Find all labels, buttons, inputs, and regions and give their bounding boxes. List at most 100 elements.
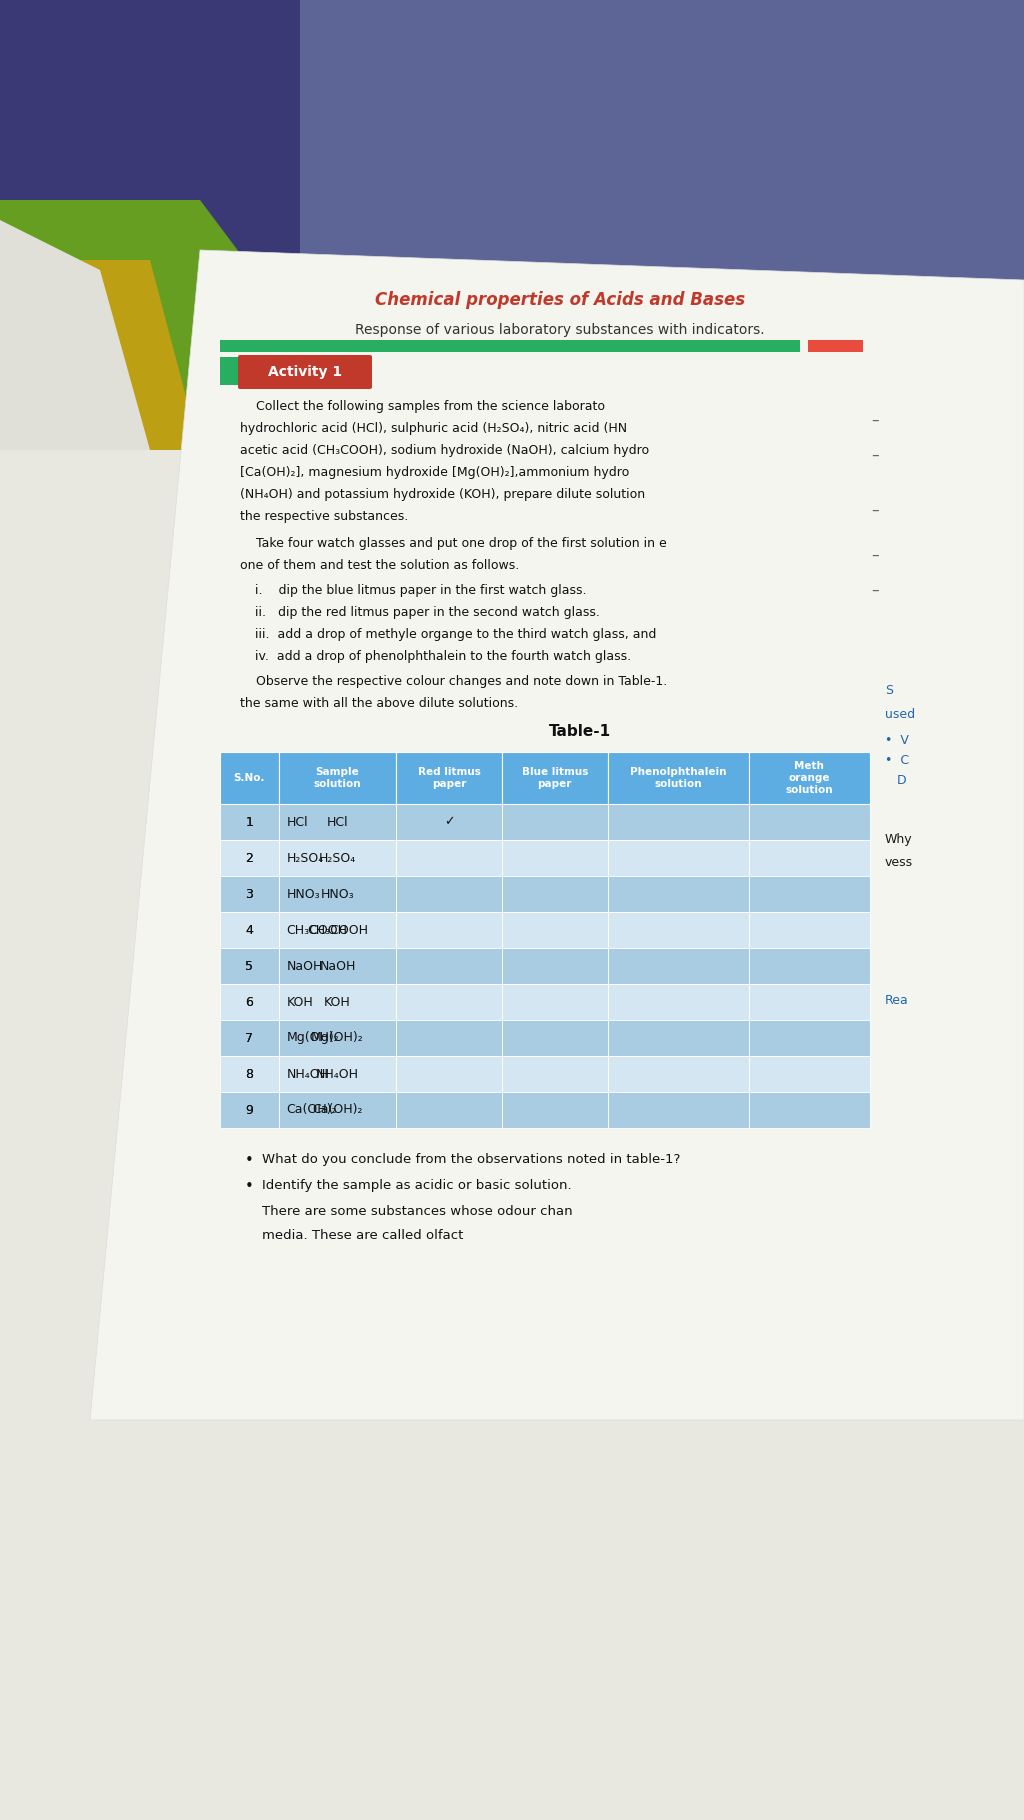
FancyBboxPatch shape <box>396 912 502 948</box>
FancyBboxPatch shape <box>238 355 372 389</box>
Text: NaOH: NaOH <box>287 959 324 972</box>
Text: –: – <box>871 448 879 462</box>
FancyBboxPatch shape <box>749 875 870 912</box>
Text: Why: Why <box>885 834 912 846</box>
FancyBboxPatch shape <box>502 1092 607 1128</box>
Text: media. These are called olfact: media. These are called olfact <box>262 1228 464 1241</box>
FancyBboxPatch shape <box>607 1019 749 1056</box>
Text: acetic acid (CH₃COOH), sodium hydroxide (NaOH), calcium hydro: acetic acid (CH₃COOH), sodium hydroxide … <box>240 444 649 457</box>
Text: 1: 1 <box>246 815 253 828</box>
Text: Table-1: Table-1 <box>549 724 611 739</box>
Text: Activity 1: Activity 1 <box>268 366 342 379</box>
FancyBboxPatch shape <box>396 948 502 985</box>
FancyBboxPatch shape <box>396 875 502 912</box>
FancyBboxPatch shape <box>749 804 870 841</box>
Text: ii.   dip the red litmus paper in the second watch glass.: ii. dip the red litmus paper in the seco… <box>255 606 600 619</box>
Text: H₂SO₄: H₂SO₄ <box>318 852 356 864</box>
Text: –: – <box>871 502 879 517</box>
FancyBboxPatch shape <box>279 804 396 841</box>
Text: –: – <box>871 548 879 562</box>
Text: ✓: ✓ <box>443 815 455 828</box>
FancyBboxPatch shape <box>220 841 279 875</box>
Text: 4: 4 <box>246 923 253 937</box>
FancyBboxPatch shape <box>220 1019 279 1056</box>
Text: 5: 5 <box>246 959 253 972</box>
FancyBboxPatch shape <box>502 985 607 1019</box>
FancyBboxPatch shape <box>607 1056 749 1092</box>
Text: Phenolphthalein
solution: Phenolphthalein solution <box>630 766 726 790</box>
FancyBboxPatch shape <box>607 912 749 948</box>
Text: (NH₄OH) and potassium hydroxide (KOH), prepare dilute solution: (NH₄OH) and potassium hydroxide (KOH), p… <box>240 488 645 501</box>
FancyBboxPatch shape <box>749 1056 870 1092</box>
FancyBboxPatch shape <box>502 875 607 912</box>
Text: 3: 3 <box>246 888 253 901</box>
FancyBboxPatch shape <box>607 841 749 875</box>
Text: Identify the sample as acidic or basic solution.: Identify the sample as acidic or basic s… <box>262 1179 571 1192</box>
Text: Chemical properties of Acids and Bases: Chemical properties of Acids and Bases <box>375 291 745 309</box>
FancyBboxPatch shape <box>279 1092 396 1128</box>
FancyBboxPatch shape <box>220 357 238 386</box>
Polygon shape <box>0 340 60 450</box>
FancyBboxPatch shape <box>502 752 607 804</box>
FancyBboxPatch shape <box>279 1056 396 1092</box>
FancyBboxPatch shape <box>607 1092 749 1128</box>
Text: 8: 8 <box>246 1068 253 1081</box>
Text: What do you conclude from the observations noted in table-1?: What do you conclude from the observatio… <box>262 1154 680 1167</box>
FancyBboxPatch shape <box>749 985 870 1019</box>
FancyBboxPatch shape <box>396 752 502 804</box>
Text: Rea: Rea <box>885 994 908 1006</box>
FancyBboxPatch shape <box>220 948 279 985</box>
Text: i.    dip the blue litmus paper in the first watch glass.: i. dip the blue litmus paper in the firs… <box>255 584 587 597</box>
Text: 6: 6 <box>246 996 253 1008</box>
Text: –: – <box>871 582 879 597</box>
Polygon shape <box>0 220 150 450</box>
FancyBboxPatch shape <box>502 804 607 841</box>
Text: [Ca(OH)₂], magnesium hydroxide [Mg(OH)₂],ammonium hydro: [Ca(OH)₂], magnesium hydroxide [Mg(OH)₂]… <box>240 466 630 479</box>
Text: Meth
orange
solution: Meth orange solution <box>785 761 834 795</box>
FancyBboxPatch shape <box>396 804 502 841</box>
Text: Mg(OH)₂: Mg(OH)₂ <box>311 1032 364 1045</box>
FancyBboxPatch shape <box>220 752 279 804</box>
Text: •: • <box>245 1154 254 1168</box>
Text: There are some substances whose odour chan: There are some substances whose odour ch… <box>262 1205 572 1218</box>
Text: 7: 7 <box>246 1032 253 1045</box>
Text: •  C: • C <box>885 753 909 766</box>
Text: KOH: KOH <box>287 996 313 1008</box>
Text: 9: 9 <box>246 1103 253 1116</box>
Polygon shape <box>80 260 200 450</box>
Text: iii.  add a drop of methyle organge to the third watch glass, and: iii. add a drop of methyle organge to th… <box>255 628 656 641</box>
FancyBboxPatch shape <box>502 1019 607 1056</box>
FancyBboxPatch shape <box>607 875 749 912</box>
FancyBboxPatch shape <box>220 875 279 912</box>
Text: 4: 4 <box>246 923 253 937</box>
FancyBboxPatch shape <box>502 841 607 875</box>
FancyBboxPatch shape <box>749 1019 870 1056</box>
FancyBboxPatch shape <box>396 1019 502 1056</box>
Text: H₂SO₄: H₂SO₄ <box>287 852 324 864</box>
Polygon shape <box>90 249 1024 1420</box>
Text: 9: 9 <box>246 1103 253 1116</box>
Text: •: • <box>245 1179 254 1194</box>
Text: Ca(OH)₂: Ca(OH)₂ <box>312 1103 362 1116</box>
Text: CH₃COOH: CH₃COOH <box>287 923 348 937</box>
FancyBboxPatch shape <box>279 985 396 1019</box>
Text: Blue litmus
paper: Blue litmus paper <box>521 766 588 790</box>
Text: HCl: HCl <box>327 815 348 828</box>
FancyBboxPatch shape <box>607 985 749 1019</box>
FancyBboxPatch shape <box>279 752 396 804</box>
FancyBboxPatch shape <box>279 948 396 985</box>
Text: NaOH: NaOH <box>319 959 355 972</box>
FancyBboxPatch shape <box>220 804 279 841</box>
FancyBboxPatch shape <box>279 1019 396 1056</box>
FancyBboxPatch shape <box>607 752 749 804</box>
Text: Observe the respective colour changes and note down in Table-1.: Observe the respective colour changes an… <box>240 675 668 688</box>
Text: vess: vess <box>885 855 913 868</box>
FancyBboxPatch shape <box>220 340 800 351</box>
Text: CH₃COOH: CH₃COOH <box>307 923 368 937</box>
FancyBboxPatch shape <box>749 752 870 804</box>
FancyBboxPatch shape <box>220 1056 279 1092</box>
FancyBboxPatch shape <box>808 340 863 351</box>
Text: –: – <box>871 413 879 428</box>
Text: 1: 1 <box>246 815 253 828</box>
FancyBboxPatch shape <box>220 1092 279 1128</box>
